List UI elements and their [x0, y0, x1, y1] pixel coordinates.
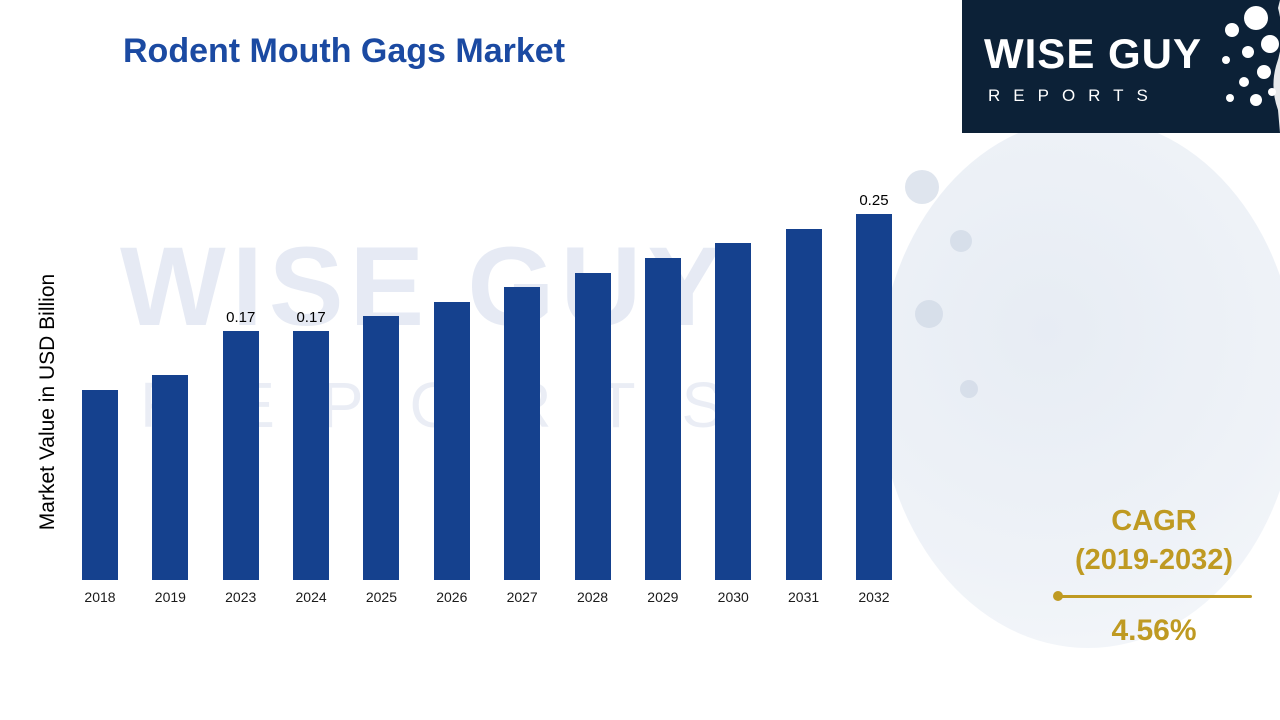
x-tick-label: 2028 [576, 589, 609, 605]
bar-column: 2029 [641, 190, 685, 605]
bar-column: 2028 [571, 190, 615, 605]
bar-value-label: 0.17 [296, 309, 326, 326]
bar [433, 302, 470, 580]
bar [855, 214, 892, 580]
bar-chart: 2018 2019 0.17 2023 0.17 2024 2025 2026 2027 2028… [78, 190, 896, 605]
bar-value-label: 0.17 [226, 309, 256, 326]
cagr-divider [1053, 591, 1252, 601]
bar-column: 2019 [148, 190, 192, 605]
logo-head-icon [1222, 0, 1280, 133]
page-title: Rodent Mouth Gags Market [123, 32, 566, 70]
x-tick-label: 2018 [84, 589, 116, 605]
watermark-dot [950, 230, 972, 252]
bar [644, 258, 681, 580]
x-tick-label: 2027 [506, 589, 538, 605]
bar-value-label: 0.25 [859, 192, 889, 209]
bar [82, 390, 118, 580]
x-tick-label: 2030 [717, 589, 749, 605]
cagr-range: (2019-2032) [1075, 544, 1233, 576]
bar-column: 2018 [78, 190, 122, 605]
logo-wordmark: WISE GUY [984, 30, 1203, 77]
bar [715, 243, 752, 580]
x-tick-label: 2019 [154, 589, 186, 605]
bar-column: 2026 [430, 190, 474, 605]
x-tick-label: 2029 [647, 589, 679, 605]
cagr-block: CAGR (2019-2032) 4.56% [1034, 505, 1274, 648]
bar-column: 0.17 2023 [219, 190, 263, 605]
bar [152, 375, 189, 580]
bar-column: 0.25 2032 [852, 190, 896, 605]
bar-column: 2030 [711, 190, 755, 605]
bar [222, 331, 259, 580]
cagr-value: 4.56% [1111, 614, 1197, 647]
watermark-face [878, 118, 1280, 648]
bar [785, 229, 822, 580]
bar [293, 331, 330, 580]
logo-subtitle: REPORTS [988, 86, 1161, 105]
bar-column: 2031 [782, 190, 826, 605]
watermark-text-line1: WISE GUY [120, 224, 729, 349]
x-tick-label: 2023 [225, 589, 257, 605]
x-tick-label: 2026 [436, 589, 468, 605]
watermark-dot [960, 380, 978, 398]
bar [574, 273, 611, 580]
watermark-dot [915, 300, 943, 328]
bar [504, 287, 541, 580]
cagr-divider-dot [1053, 591, 1063, 601]
x-tick-label: 2024 [295, 589, 327, 605]
x-tick-label: 2031 [788, 589, 820, 605]
bar [363, 316, 400, 580]
y-axis-label: Market Value in USD Billion [36, 273, 59, 531]
cagr-label: CAGR [1111, 505, 1197, 537]
logo: WISE GUY REPORTS [962, 0, 1280, 133]
watermark-dot [905, 170, 939, 204]
bar-column: 2025 [359, 190, 403, 605]
x-tick-label: 2032 [858, 589, 890, 605]
bar-column: 0.17 2024 [289, 190, 333, 605]
bar-column: 2027 [500, 190, 544, 605]
x-tick-label: 2025 [365, 589, 398, 605]
